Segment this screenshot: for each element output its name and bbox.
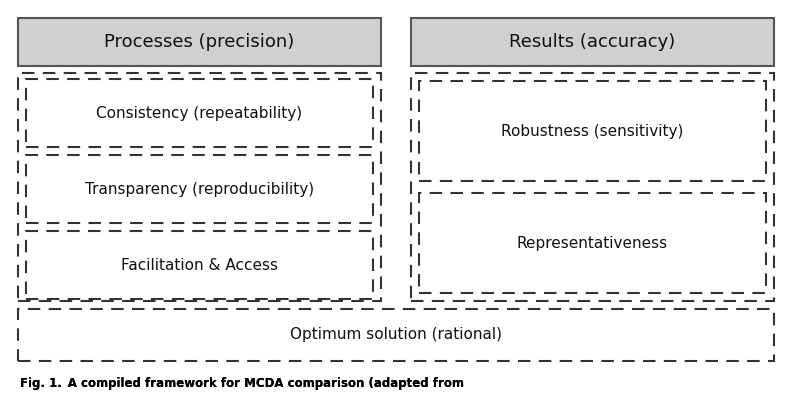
Text: Results (accuracy): Results (accuracy) [509,33,676,51]
Text: Optimum solution (rational): Optimum solution (rational) [290,327,502,343]
Text: Representativeness: Representativeness [517,236,668,251]
Text: Consistency (repeatability): Consistency (repeatability) [97,105,303,120]
Text: Processes (precision): Processes (precision) [105,33,295,51]
Text: Fig. 1. A compiled framework for MCDA comparison (adapted from: Fig. 1. A compiled framework for MCDA co… [20,377,468,390]
Text: Robustness (sensitivity): Robustness (sensitivity) [501,124,683,139]
Text: Transparency (reproducibility): Transparency (reproducibility) [85,181,314,196]
Text: Fig. 1. A compiled framework for MCDA comparison (adapted from: Fig. 1. A compiled framework for MCDA co… [20,377,468,390]
FancyBboxPatch shape [18,18,381,66]
FancyBboxPatch shape [411,18,774,66]
Text: Facilitation & Access: Facilitation & Access [121,257,278,272]
